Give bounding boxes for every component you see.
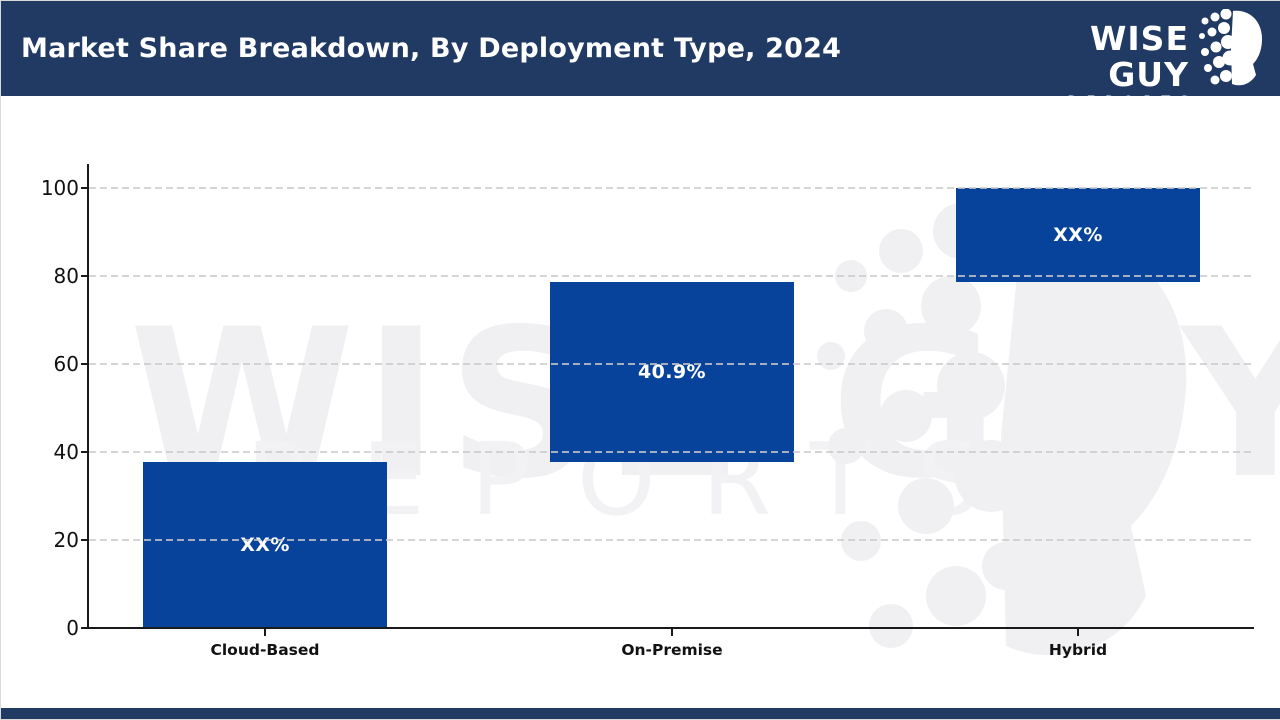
- x-axis-tick: [1077, 629, 1079, 636]
- header-band: Market Share Breakdown, By Deployment Ty…: [1, 1, 1280, 110]
- y-tick-label: 80: [53, 264, 79, 288]
- x-axis-tick: [671, 629, 673, 636]
- x-category-label: Cloud-Based: [210, 641, 320, 659]
- x-category-label: Hybrid: [1048, 641, 1108, 659]
- logo-face-icon: [1199, 9, 1263, 86]
- gridline-100: [89, 187, 1254, 189]
- bar-value-label: 40.9%: [638, 361, 706, 384]
- chart-title: Market Share Breakdown, By Deployment Ty…: [21, 33, 842, 64]
- y-tick-label: 0: [66, 616, 79, 640]
- logo-brand-line1: WISE GUY: [1090, 19, 1189, 94]
- y-tick-label: 40: [53, 440, 79, 464]
- y-axis-tick: [81, 451, 89, 453]
- bar-on-premise: 40.9%: [550, 282, 794, 463]
- y-tick-label: 20: [53, 528, 79, 552]
- gridline-20: [89, 539, 1254, 541]
- gridline-80: [89, 275, 1254, 277]
- y-axis-tick: [81, 187, 89, 189]
- plot-layer: XX% 40.9% XX% 0 20 40 60 80 100 Cloud-Based On-Pre…: [1, 96, 1280, 710]
- y-tick-label: 100: [40, 176, 79, 200]
- bar-hybrid: XX%: [956, 188, 1200, 283]
- y-axis: [87, 164, 89, 629]
- plot-area: WISE GUY REPORTS XX%40.9%XX%020406080100…: [1, 96, 1280, 710]
- x-axis-tick: [264, 629, 266, 636]
- y-tick-label: 60: [53, 352, 79, 376]
- y-axis-tick: [81, 539, 89, 541]
- y-axis-tick: [81, 275, 89, 277]
- bar-cloud-based: XX%: [143, 462, 387, 628]
- wise-guy-logo: WISE GUY REPORTS: [1017, 7, 1267, 110]
- bar-value-label: XX%: [1053, 224, 1103, 247]
- gridline-60: [89, 363, 1254, 365]
- footer-band: [1, 708, 1280, 719]
- x-category-label: On-Premise: [621, 641, 723, 659]
- y-axis-tick: [81, 363, 89, 365]
- x-axis: [87, 627, 1254, 629]
- bar-value-label: XX%: [240, 534, 290, 557]
- y-axis-tick: [81, 627, 89, 629]
- gridline-40: [89, 451, 1254, 453]
